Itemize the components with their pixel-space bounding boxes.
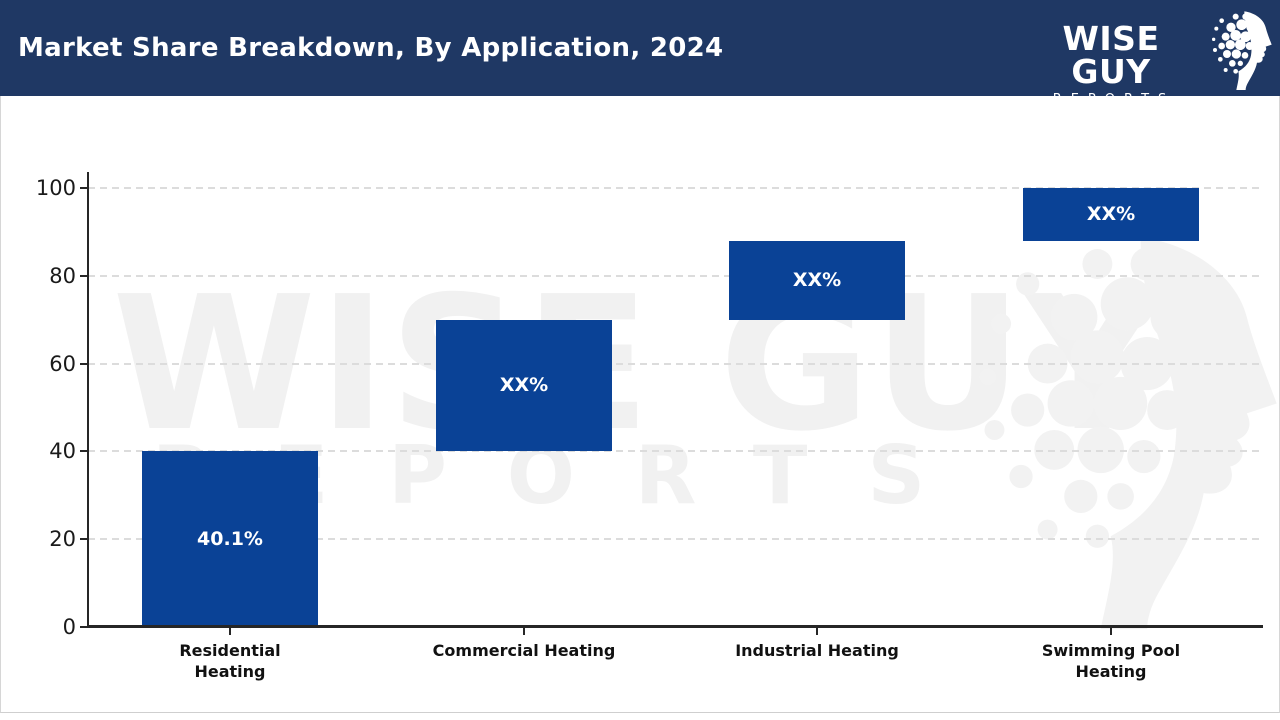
bar-value-label: 40.1% [197, 527, 263, 550]
bar-value-label: XX% [499, 374, 549, 397]
bar-value-label: XX% [1086, 203, 1136, 226]
bar: XX% [1023, 188, 1199, 241]
x-category-label: Swimming Pool Heating [1041, 641, 1181, 681]
x-tick-mark [816, 628, 818, 635]
x-tick-mark [229, 628, 231, 635]
bar: XX% [436, 319, 612, 451]
y-tick-label: 40 [49, 439, 76, 464]
x-tick-mark [523, 628, 525, 635]
y-tick-label: 60 [49, 351, 76, 376]
y-gridline [88, 362, 1262, 365]
bar: XX% [729, 240, 905, 320]
y-tick-label: 0 [62, 615, 76, 639]
brand-logo-subtitle: REPORTS [1052, 92, 1176, 107]
x-category-label: Industrial Heating [735, 641, 899, 660]
bar: 40.1% [142, 450, 318, 627]
y-tick-mark [80, 187, 88, 189]
y-axis [87, 172, 89, 628]
y-tick-mark [80, 626, 88, 628]
y-tick-mark [80, 274, 88, 277]
x-category-label: Residential Heating [179, 641, 281, 681]
y-gridline [88, 274, 1262, 277]
y-gridline [88, 538, 1262, 541]
y-gridline [88, 187, 1262, 189]
brand-logo: WISE GUY REPORTS [1018, 6, 1270, 107]
y-tick-label: 80 [49, 263, 76, 288]
y-tick-mark [80, 538, 88, 541]
x-tick-mark [1110, 628, 1112, 635]
page-title: Market Share Breakdown, By Application, … [18, 33, 724, 63]
brand-logo-name: WISE GUY [1062, 19, 1160, 91]
x-axis [87, 625, 1263, 628]
bar-value-label: XX% [792, 269, 842, 292]
header-bar: Market Share Breakdown, By Application, … [0, 0, 1280, 107]
brand-face-icon [1204, 10, 1274, 90]
y-tick-label: 20 [49, 527, 76, 552]
x-category-label: Commercial Heating [432, 641, 616, 660]
brand-logo-text: WISE GUY REPORTS [1018, 22, 1204, 107]
y-tick-mark [80, 450, 88, 453]
y-tick-label: 100 [35, 176, 76, 200]
y-tick-mark [80, 362, 88, 365]
y-gridline [88, 450, 1262, 453]
card-bottom-strip [0, 713, 1280, 720]
